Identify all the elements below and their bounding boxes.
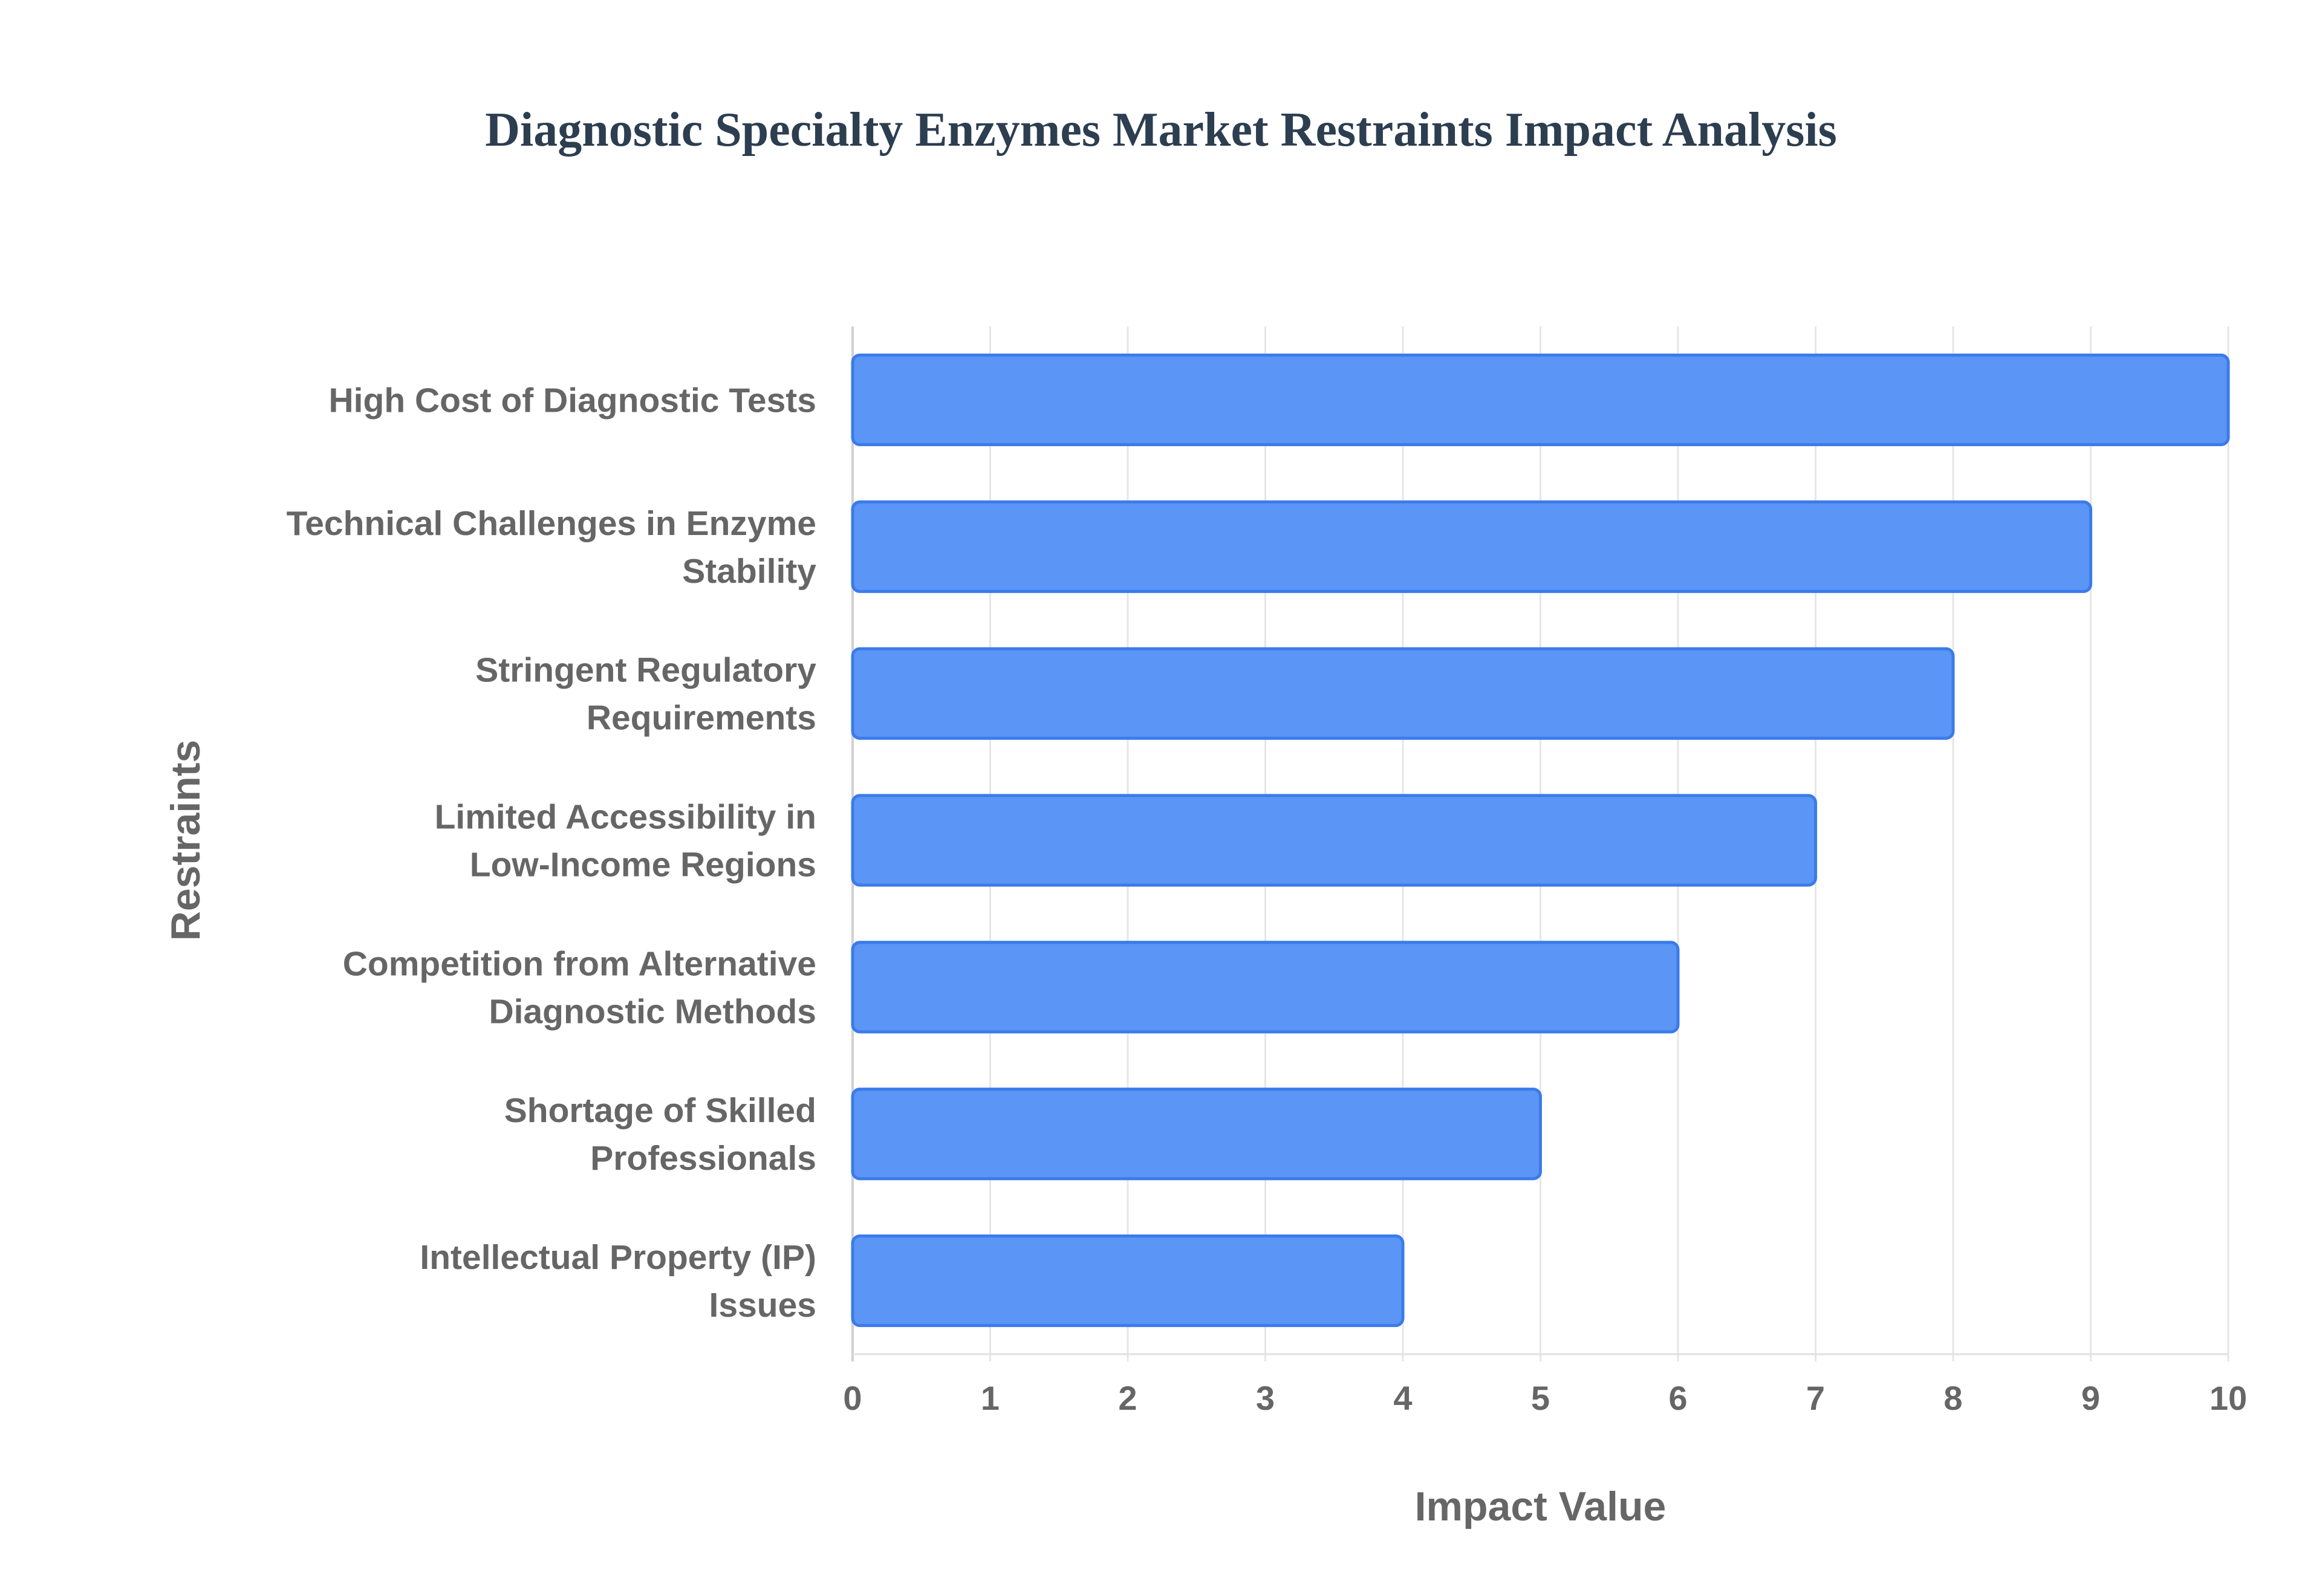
category-label-line: Competition from Alternative bbox=[343, 944, 816, 983]
x-tick-label: 1 bbox=[981, 1379, 1000, 1417]
category-label: Technical Challenges in Enzyme Stability bbox=[287, 504, 817, 591]
category-label-line: Diagnostic Methods bbox=[489, 992, 816, 1031]
x-tick-label: 8 bbox=[1943, 1379, 1962, 1417]
x-tick-label: 7 bbox=[1806, 1379, 1825, 1417]
bar bbox=[851, 794, 1817, 887]
category-label-line: High Cost of Diagnostic Tests bbox=[329, 381, 817, 420]
category-label-line: Limited Accessibility in bbox=[435, 798, 816, 837]
category-label-line: Professionals bbox=[590, 1139, 816, 1178]
bar bbox=[851, 647, 1955, 740]
x-tick-label: 5 bbox=[1531, 1379, 1550, 1417]
category-label: Stringent Regulatory Requirements bbox=[475, 651, 816, 738]
bar bbox=[851, 1088, 1542, 1181]
x-tick-label: 2 bbox=[1118, 1379, 1137, 1417]
category-label: Intellectual Property (IP) Issues bbox=[420, 1238, 816, 1325]
category-label-line: Stringent Regulatory bbox=[475, 651, 816, 690]
x-tick-label: 3 bbox=[1256, 1379, 1275, 1417]
x-tick-label: 4 bbox=[1393, 1379, 1412, 1417]
category-label-line: Stability bbox=[682, 552, 816, 591]
bar bbox=[851, 353, 2230, 446]
category-label-line: Issues bbox=[709, 1286, 816, 1325]
axes: 0 1 2 3 4 5 6 7 8 9 10 High Cost of Diagnostic Test… bbox=[287, 381, 2248, 1417]
x-tick-label: 0 bbox=[843, 1379, 862, 1417]
category-label-line: Technical Challenges in Enzyme bbox=[287, 504, 816, 543]
x-axis-title: Impact Value bbox=[1415, 1484, 1667, 1529]
category-label: Competition from Alternative Diagnostic M… bbox=[343, 944, 816, 1031]
category-label-line: Intellectual Property (IP) bbox=[420, 1238, 816, 1277]
category-label-line: Shortage of Skilled bbox=[504, 1091, 816, 1130]
bar bbox=[851, 1234, 1405, 1328]
category-label: High Cost of Diagnostic Tests bbox=[329, 381, 817, 420]
category-label-line: Requirements bbox=[587, 699, 816, 738]
x-tick-label: 10 bbox=[2210, 1379, 2247, 1417]
bars bbox=[851, 353, 2230, 1328]
bar bbox=[851, 500, 2092, 593]
chart-title: Diagnostic Specialty Enzymes Market Rest… bbox=[485, 103, 1837, 157]
x-tick-label: 6 bbox=[1668, 1379, 1687, 1417]
bar bbox=[851, 941, 1680, 1034]
category-label: Shortage of Skilled Professionals bbox=[504, 1091, 816, 1178]
category-label: Limited Accessibility in Low-Income Regio… bbox=[435, 798, 816, 884]
x-tick-label: 9 bbox=[2081, 1379, 2100, 1417]
category-label-line: Low-Income Regions bbox=[470, 846, 816, 884]
y-axis-title: Restraints bbox=[163, 740, 209, 941]
